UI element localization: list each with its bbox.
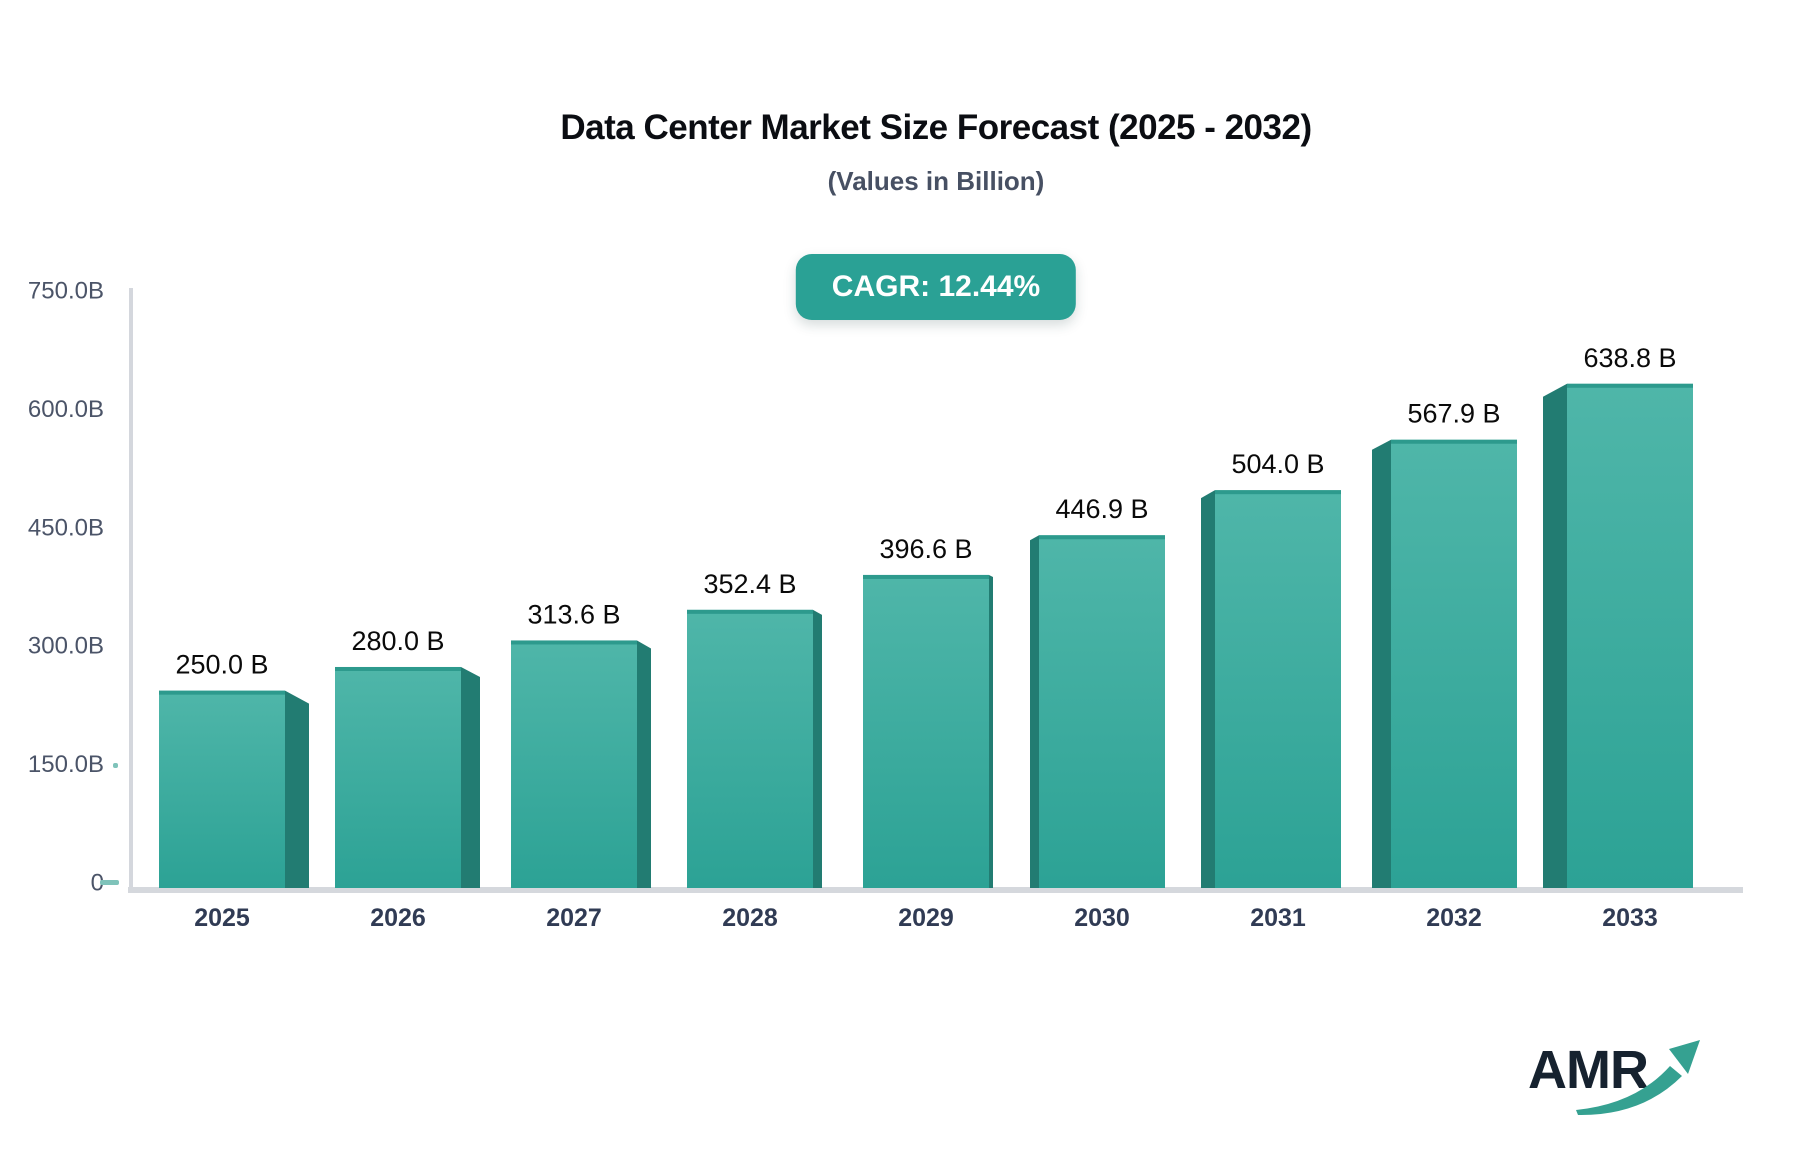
bar-front-face (687, 609, 813, 888)
bar-side-face (461, 666, 480, 888)
bar-group-2026: 280.0 B 2026 (335, 626, 480, 932)
bar-front-face (1215, 490, 1341, 888)
bar-top-edge (511, 640, 637, 645)
bar-value-label: 396.6 B (879, 534, 972, 564)
bar-front-face (1039, 535, 1165, 888)
y-tick-label: 750.0B (28, 278, 104, 305)
bar-value-label: 567.9 B (1407, 399, 1500, 429)
bar-front-face (159, 690, 285, 888)
bar-side-face (1030, 535, 1039, 888)
bar-top-edge (1039, 535, 1165, 540)
amr-logo-text: AMR (1528, 1040, 1648, 1100)
x-axis-label: 2030 (1074, 904, 1130, 932)
bar-top-edge (687, 609, 813, 614)
bar-top-edge (159, 690, 285, 695)
bar-group-2033: 638.8 B 2033 (1543, 343, 1693, 932)
y-tick-label: 0 (91, 870, 104, 897)
y-tick-label: 150.0B (28, 751, 104, 778)
bar-front-face (1391, 439, 1517, 888)
bar-group-2027: 313.6 B 2027 (511, 599, 651, 932)
bar-value-label: 638.8 B (1583, 343, 1676, 373)
y-tick-mark-zero (100, 880, 119, 885)
bar-front-face (335, 666, 461, 888)
bar-side-face (1543, 383, 1567, 888)
x-axis-label: 2033 (1602, 904, 1658, 932)
x-axis-label: 2026 (370, 904, 426, 932)
bar-value-label: 280.0 B (351, 626, 444, 656)
bar-side-face (813, 609, 822, 888)
chart-title: Data Center Market Size Forecast (2025 -… (560, 108, 1312, 147)
bar-value-label: 313.6 B (527, 599, 620, 629)
chart-subtitle: (Values in Billion) (827, 166, 1045, 196)
bar-top-edge (1567, 383, 1693, 388)
bar-group-2031: 504.0 B 2031 (1201, 449, 1341, 932)
x-axis-label: 2029 (898, 904, 954, 932)
bar-group-2025: 250.0 B 2025 (159, 650, 309, 932)
bar-front-face (863, 574, 989, 888)
y-tick-label: 300.0B (28, 633, 104, 660)
bar-side-face (637, 640, 651, 888)
x-axis-label: 2031 (1250, 904, 1306, 932)
x-axis-label: 2027 (546, 904, 602, 932)
bar-value-label: 446.9 B (1055, 494, 1148, 524)
y-axis-line (129, 288, 133, 893)
x-axis-label: 2032 (1426, 904, 1482, 932)
bar-group-2029: 396.6 B 2029 (863, 534, 993, 932)
bar-side-face (989, 574, 993, 888)
bar-front-face (1567, 383, 1693, 888)
bar-top-edge (863, 574, 989, 579)
x-axis-line (128, 887, 1743, 893)
bar-group-2032: 567.9 B 2032 (1372, 399, 1517, 932)
bar-group-2028: 352.4 B 2028 (687, 569, 822, 932)
x-axis-label: 2025 (194, 904, 250, 932)
amr-logo: AMR (1528, 1040, 1700, 1116)
x-axis-label: 2028 (722, 904, 778, 932)
y-tick-label: 600.0B (28, 396, 104, 423)
bar-side-face (1201, 490, 1215, 888)
bar-side-face (285, 690, 309, 888)
y-tick-label: 450.0B (28, 514, 104, 541)
y-tick-mark-150 (113, 763, 118, 768)
bar-value-label: 250.0 B (175, 650, 268, 680)
bar-front-face (511, 640, 637, 888)
bar-top-edge (1215, 490, 1341, 495)
bar-value-label: 504.0 B (1231, 449, 1324, 479)
bar-top-edge (1391, 439, 1517, 444)
trend-arrow-up-right-icon (1576, 1040, 1700, 1116)
bar-top-edge (335, 666, 461, 671)
bar-value-label: 352.4 B (703, 569, 796, 599)
cagr-badge: CAGR: 12.44% (795, 254, 1077, 320)
bar-side-face (1372, 439, 1391, 888)
bar-group-2030: 446.9 B 2030 (1030, 494, 1165, 932)
